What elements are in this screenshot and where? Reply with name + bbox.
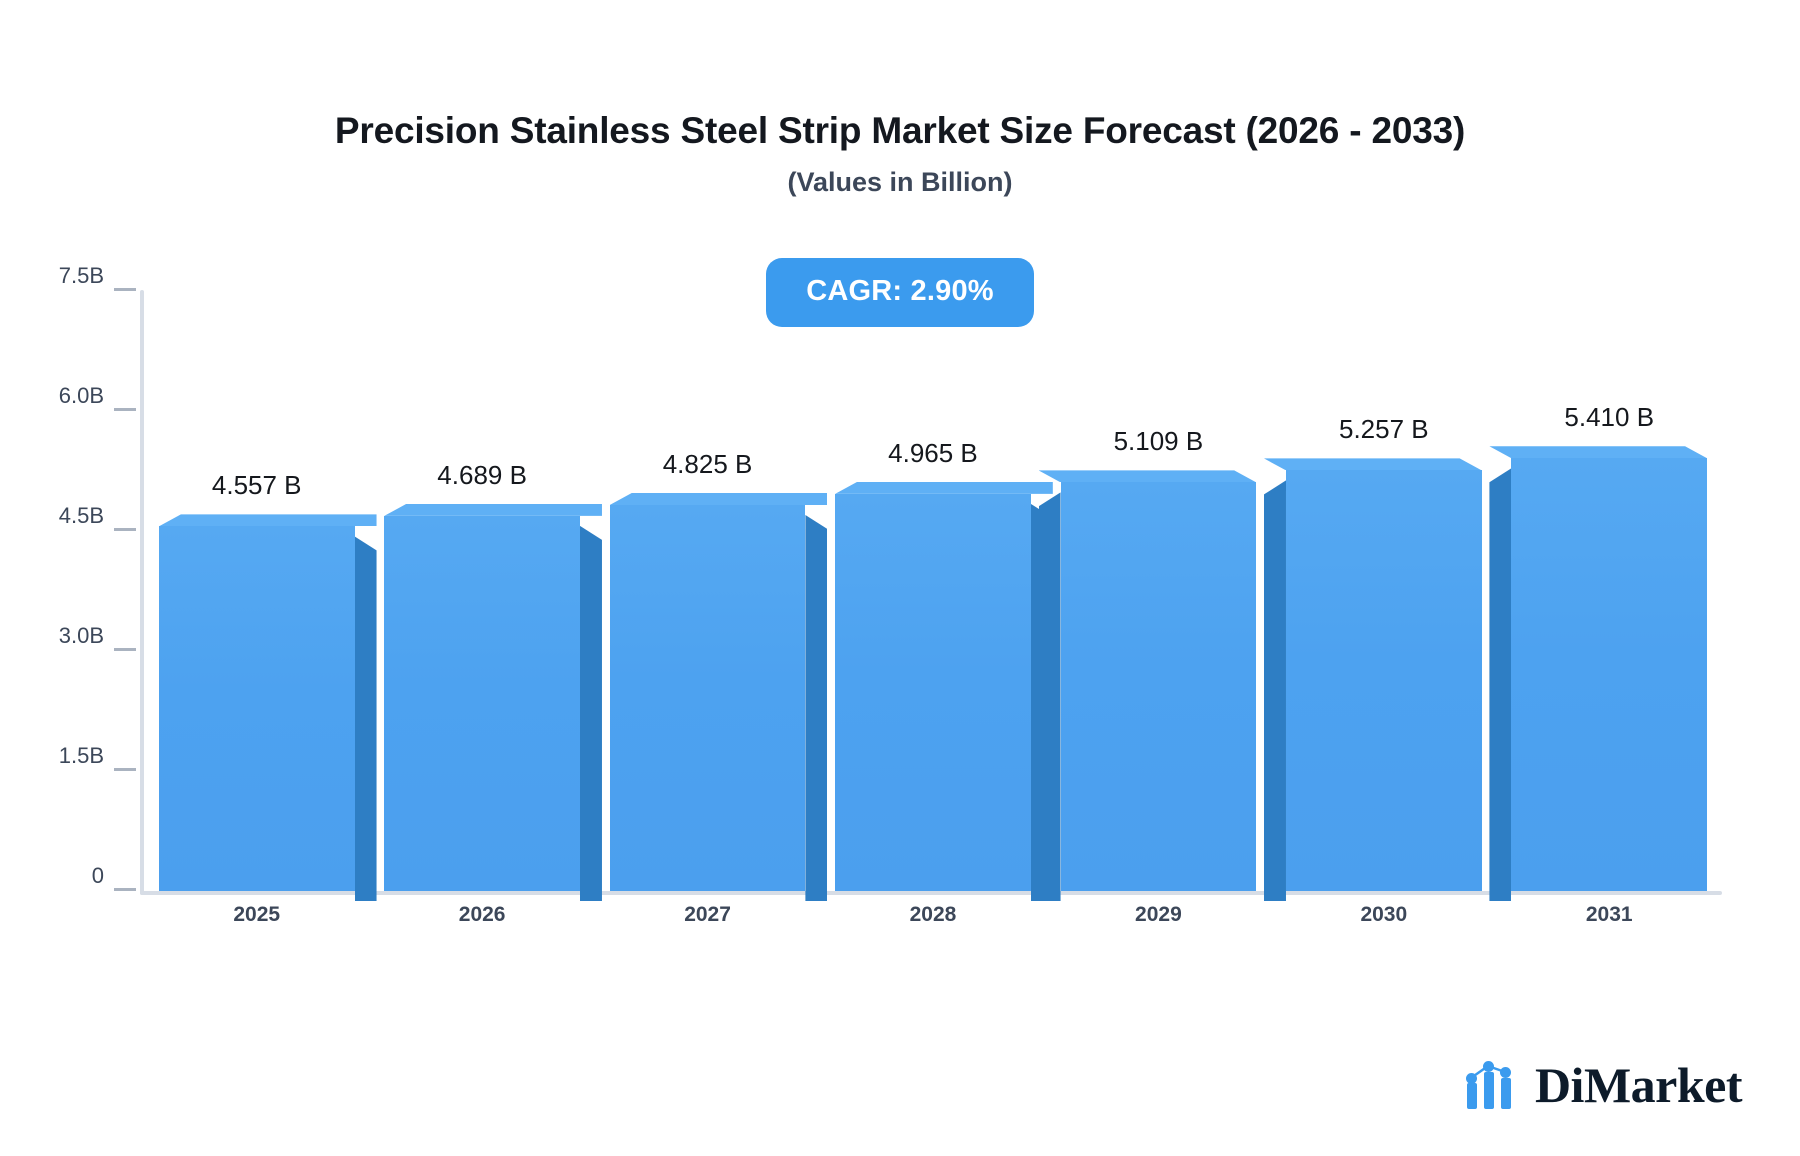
logo-bar-3	[1500, 1078, 1511, 1109]
bar-face-2026	[384, 515, 580, 891]
title-block: Precision Stainless Steel Strip Market S…	[0, 110, 1800, 198]
x-axis-labels: 2025 2026 2027 2028 2029 2030 2031	[144, 903, 1722, 927]
bar-face-2027	[609, 505, 806, 891]
bar-2030[interactable]: 5.257 B	[1263, 414, 1482, 901]
logo-text: DiMarket	[1534, 1057, 1743, 1113]
bar-side-2027	[805, 515, 828, 901]
plot-area: 0 1.5B 3.0B 4.5B 6.0B 7.5B 4.557 B	[59, 263, 1740, 901]
y-tick-label-1: 1.5B	[58, 743, 104, 768]
x-label-2026: 2026	[458, 903, 506, 926]
bar-top-2026	[384, 503, 602, 516]
bar-value-2028: 4.965 B	[888, 437, 978, 468]
bar-side-2029	[1038, 492, 1061, 901]
bar-slot-2028: 4.965 B	[835, 290, 1053, 901]
bar-side-2030	[1263, 480, 1286, 901]
y-tick-1	[114, 768, 136, 771]
bar-value-2026: 4.689 B	[437, 459, 527, 490]
bar-top-2027	[609, 493, 828, 505]
bar-value-2027: 4.825 B	[662, 449, 753, 479]
bar-top-2025	[158, 514, 377, 527]
bar-face-2029	[1060, 482, 1257, 891]
x-label-2029: 2029	[1135, 903, 1182, 926]
y-tick-0	[114, 888, 136, 891]
logo-bar-2	[1483, 1072, 1494, 1109]
bar-side-2026	[579, 525, 602, 901]
logo-dot-1	[1465, 1073, 1477, 1084]
bar-2028[interactable]: 4.965 B	[835, 438, 1053, 901]
logo-dot-2	[1482, 1061, 1494, 1072]
bar-side-2031	[1489, 468, 1512, 901]
x-label-2030: 2030	[1360, 903, 1408, 926]
y-tick-5	[114, 288, 136, 291]
bar-value-2029: 5.109 B	[1113, 426, 1204, 457]
bar-face-2028	[835, 493, 1031, 891]
bar-series: 4.557 B 4.689 B 4.825 B	[144, 290, 1722, 901]
x-label-2028: 2028	[909, 903, 957, 926]
y-tick-label-5: 7.5B	[58, 263, 104, 288]
bar-slot-2026: 4.689 B	[384, 290, 602, 901]
cagr-badge: CAGR: 2.90%	[766, 258, 1034, 327]
cagr-badge-wrap: CAGR: 2.90%	[0, 258, 1800, 327]
bar-face-2030	[1285, 470, 1482, 891]
bar-top-2031	[1489, 446, 1707, 458]
bar-top-2029	[1039, 470, 1257, 482]
logo-bar-1	[1466, 1083, 1477, 1109]
bar-value-2031: 5.410 B	[1564, 402, 1655, 433]
bar-value-2025: 4.557 B	[211, 470, 302, 501]
y-tick-3	[114, 528, 136, 531]
bar-top-2028	[835, 481, 1053, 494]
brand-logo: DiMarket	[1465, 1056, 1743, 1114]
bar-2031[interactable]: 5.410 B	[1489, 402, 1708, 901]
chart-subtitle: (Values in Billion)	[787, 166, 1013, 197]
bar-face-2025	[158, 526, 355, 891]
y-tick-label-4: 6.0B	[58, 383, 104, 408]
page-title: Precision Stainless Steel Strip Market S…	[334, 110, 1466, 151]
x-label-2027: 2027	[684, 903, 731, 926]
bar-slot-2031: 5.410 B	[1489, 290, 1708, 901]
x-axis-line	[140, 891, 1722, 895]
bar-chart-icon	[1465, 1061, 1519, 1109]
bar-2029[interactable]: 5.109 B	[1038, 426, 1257, 901]
y-tick-2	[114, 648, 136, 651]
bar-slot-2029: 5.109 B	[1038, 290, 1257, 901]
bar-face-2031	[1511, 458, 1708, 891]
bar-value-2030: 5.257 B	[1338, 414, 1429, 445]
bar-2025[interactable]: 4.557 B	[158, 470, 377, 901]
y-tick-label-0: 0	[91, 863, 104, 888]
x-label-2031: 2031	[1585, 903, 1633, 926]
y-tick-label-2: 3.0B	[58, 623, 104, 648]
x-label-2025: 2025	[233, 903, 281, 926]
y-tick-label-3: 4.5B	[58, 503, 104, 528]
logo-dot-3	[1499, 1067, 1511, 1078]
bar-slot-2025: 4.557 B	[158, 290, 377, 901]
bar-2026[interactable]: 4.689 B	[384, 460, 602, 901]
y-tick-4	[114, 408, 136, 411]
bar-slot-2027: 4.825 B	[609, 290, 828, 901]
y-axis-line	[140, 290, 144, 895]
bar-slot-2030: 5.257 B	[1263, 290, 1482, 901]
bar-2027[interactable]: 4.825 B	[609, 449, 828, 901]
bar-top-2030	[1264, 458, 1482, 470]
bar-side-2025	[354, 536, 377, 901]
